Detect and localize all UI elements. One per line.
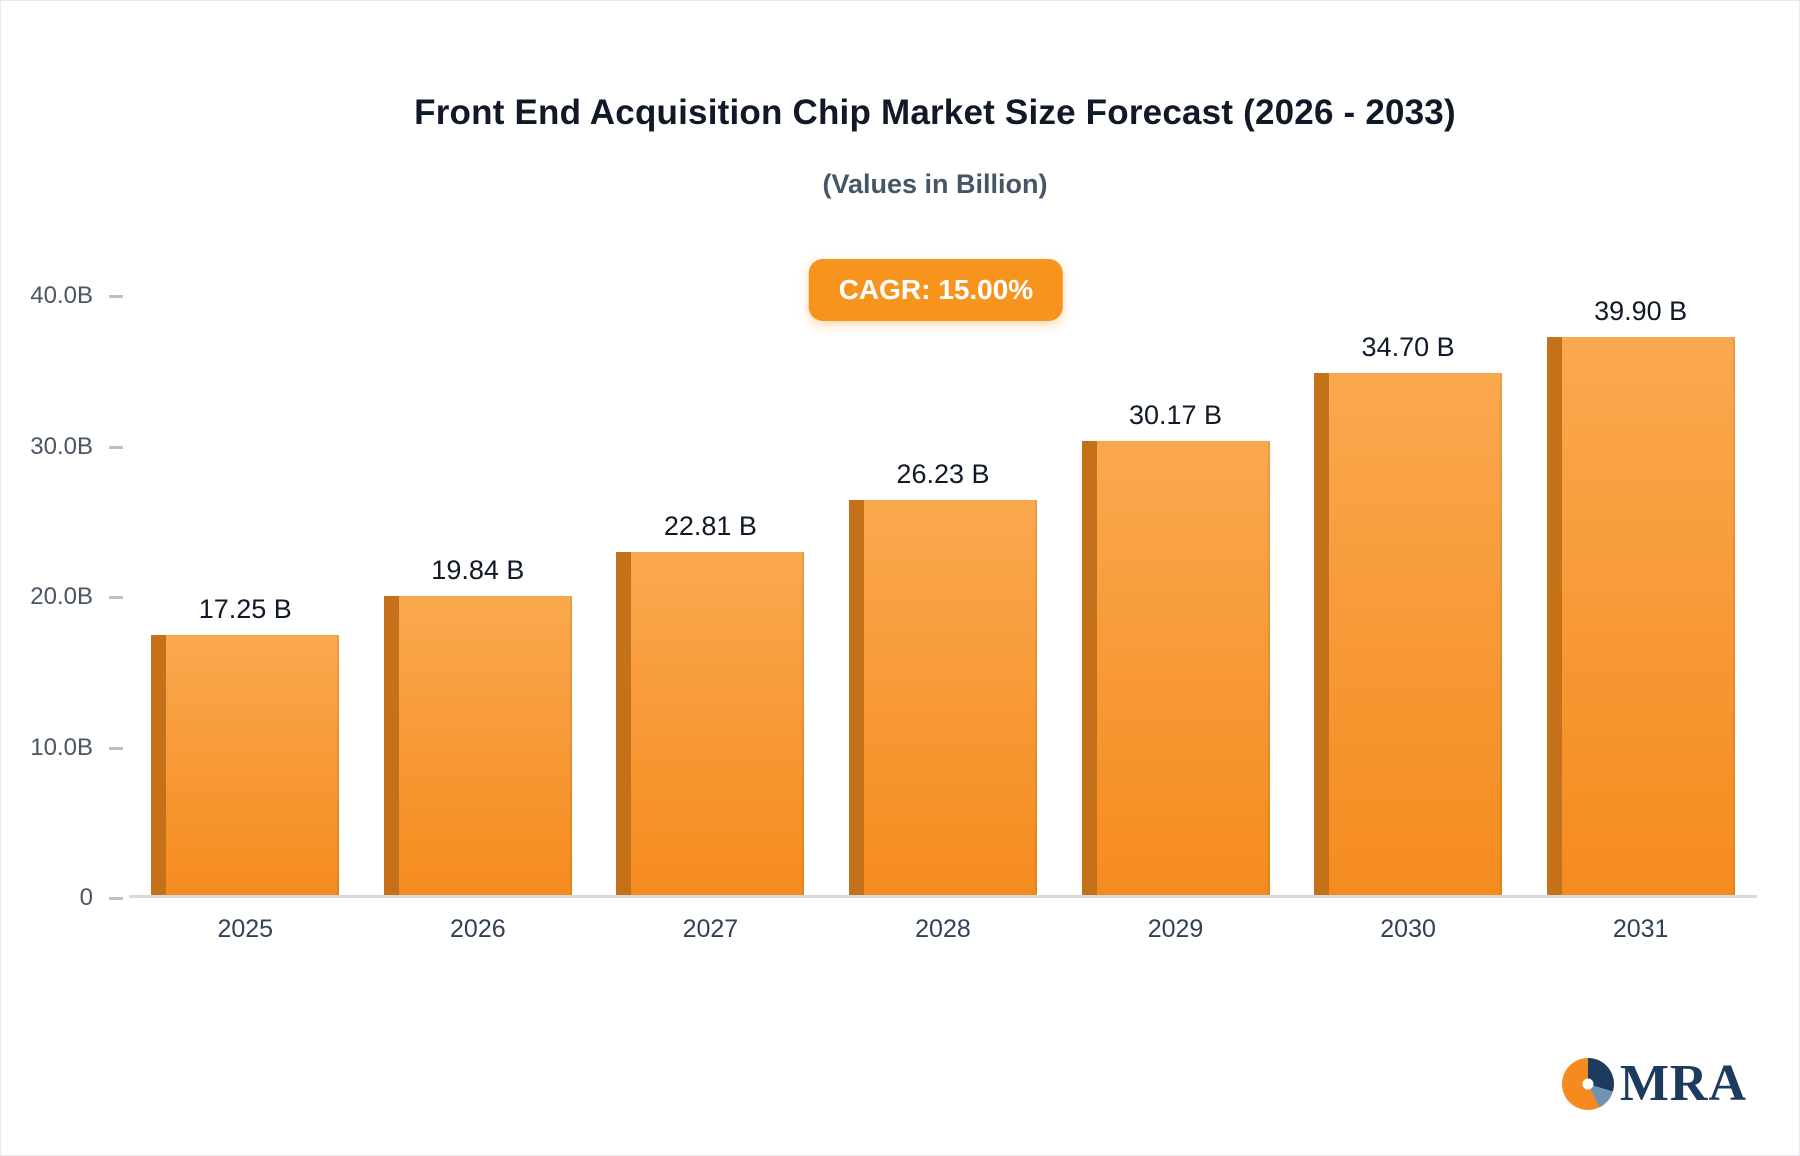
bar-side-face [151, 635, 167, 895]
x-axis-label-2025: 2025 [217, 915, 274, 943]
y-tick-label: 10.0B [30, 733, 93, 761]
bar-value-label: 30.17 B [1128, 399, 1223, 430]
y-tick-20.0B: 20.0B [1, 583, 129, 611]
bar-group-2028: 26.23 B 2028 [848, 296, 1037, 943]
bar-side-face [616, 551, 632, 895]
cagr-badge: CAGR: 15.00% [808, 259, 1064, 321]
mra-logo: MRA [1560, 1054, 1747, 1113]
mra-logo-icon [1561, 1057, 1614, 1110]
bar-front-face [1329, 372, 1503, 895]
bar-front-face [631, 551, 805, 895]
y-tick-0: 0 [1, 884, 129, 912]
bar-2026[interactable] [383, 596, 572, 895]
bar-group-2025: 17.25 B 2025 [151, 296, 340, 943]
bar-front-face [398, 596, 572, 895]
bar-group-2026: 19.84 B 2026 [383, 296, 572, 943]
bar-2030[interactable] [1314, 372, 1503, 895]
y-tick-mark [109, 596, 123, 600]
chart-subtitle: (Values in Billion) [822, 169, 1048, 199]
bar-value-label: 26.23 B [896, 459, 990, 490]
y-tick-40.0B: 40.0B [1, 282, 129, 310]
y-tick-label: 20.0B [30, 583, 93, 610]
y-tick-mark [109, 445, 123, 449]
x-axis-label-2030: 2030 [1380, 915, 1436, 943]
bar-front-face [863, 500, 1037, 895]
bar-side-face [1314, 372, 1330, 895]
bar-front-face [166, 635, 340, 895]
y-tick-30.0B: 30.0B [1, 433, 129, 461]
y-tick-label: 30.0B [30, 432, 93, 460]
bar-front-face [1096, 440, 1270, 895]
bars-container: 17.25 B 2025 19.84 B 2026 22.81 B 2027 26.23 B… [129, 296, 1757, 943]
x-axis-label-2026: 2026 [450, 915, 506, 943]
bar-value-label: 34.70 B [1361, 331, 1455, 362]
y-tick-mark [109, 897, 123, 901]
x-axis-label-2031: 2031 [1612, 915, 1669, 943]
mra-logo-text: MRA [1619, 1055, 1747, 1112]
bar-value-label: 39.90 B [1594, 296, 1688, 326]
bar-value-label: 22.81 B [663, 510, 757, 541]
bar-2029[interactable] [1081, 440, 1270, 895]
x-axis-label-2027: 2027 [682, 915, 739, 943]
bar-group-2030: 34.70 B 2030 [1314, 296, 1503, 943]
bar-group-2027: 22.81 B 2027 [616, 296, 805, 943]
plot-area: 17.25 B 2025 19.84 B 2026 22.81 B 2027 26.23 B… [129, 296, 1757, 943]
bar-side-face [848, 500, 864, 895]
bar-2028[interactable] [848, 500, 1037, 895]
bar-front-face [1561, 337, 1735, 895]
bar-side-face [1546, 337, 1562, 895]
bar-value-label: 17.25 B [198, 594, 292, 625]
y-tick-label: 40.0B [30, 282, 93, 309]
bar-value-label: 19.84 B [431, 555, 525, 586]
bar-group-2029: 30.17 B 2029 [1081, 296, 1270, 943]
bar-2031[interactable] [1546, 337, 1735, 895]
bar-2027[interactable] [616, 551, 805, 895]
chart-title: Front End Acquisition Chip Market Size F… [414, 93, 1456, 132]
x-axis-label-2029: 2029 [1147, 915, 1204, 943]
y-tick-10.0B: 10.0B [1, 734, 129, 762]
y-tick-mark [109, 746, 123, 750]
y-tick-label: 0 [79, 884, 93, 911]
bar-group-2031: 39.90 B 2031 [1546, 296, 1735, 943]
x-axis-label-2028: 2028 [915, 915, 971, 943]
bar-side-face [383, 596, 399, 895]
bar-side-face [1081, 440, 1097, 895]
bar-2025[interactable] [151, 635, 340, 895]
y-axis: 40.0B 30.0B 20.0B 10.0B 0 [1, 282, 129, 911]
y-tick-mark [109, 295, 123, 299]
